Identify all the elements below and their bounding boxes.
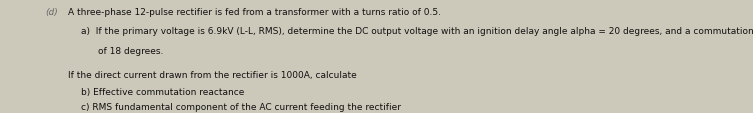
Text: a)  If the primary voltage is 6.9kV (L-L, RMS), determine the DC output voltage : a) If the primary voltage is 6.9kV (L-L,… (81, 27, 753, 36)
Text: (d): (d) (45, 8, 58, 17)
Text: c) RMS fundamental component of the AC current feeding the rectifier: c) RMS fundamental component of the AC c… (81, 102, 401, 111)
Text: of 18 degrees.: of 18 degrees. (98, 46, 163, 55)
Text: b) Effective commutation reactance: b) Effective commutation reactance (81, 87, 245, 96)
Text: If the direct current drawn from the rectifier is 1000A, calculate: If the direct current drawn from the rec… (68, 70, 356, 79)
Text: A three-phase 12-pulse rectifier is fed from a transformer with a turns ratio of: A three-phase 12-pulse rectifier is fed … (68, 8, 441, 17)
